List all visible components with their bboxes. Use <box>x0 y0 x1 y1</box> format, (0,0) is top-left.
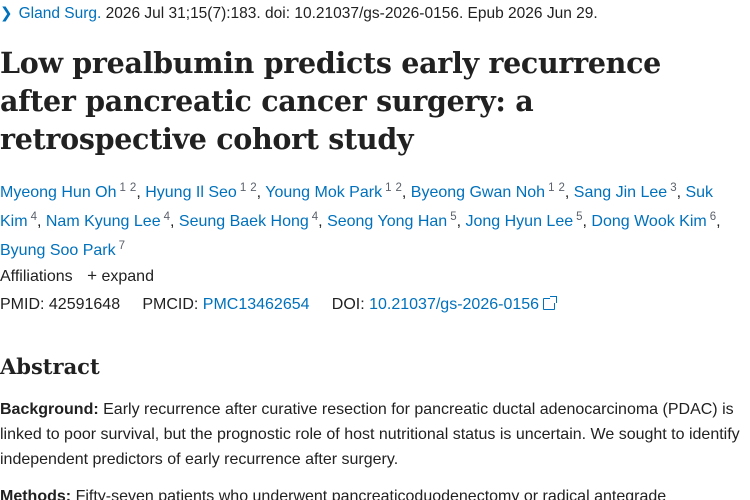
external-link-icon[interactable] <box>543 296 558 310</box>
affiliation-number[interactable]: 1 <box>119 182 126 194</box>
affiliation-number[interactable]: 2 <box>558 182 565 194</box>
author-link[interactable]: Myeong Hun Oh <box>0 184 117 201</box>
author-separator: , <box>564 184 574 201</box>
article-title: Low prealbumin predicts early recurrence… <box>0 46 661 156</box>
author-link[interactable]: Byeong Gwan Noh <box>410 184 546 201</box>
pmcid-label: PMCID: <box>142 296 199 313</box>
affiliation-number[interactable]: 2 <box>250 182 257 194</box>
background-label: Background: <box>0 401 99 418</box>
author-link[interactable]: Seung Baek Hong <box>178 213 309 230</box>
pmid-value: 42591648 <box>48 296 121 313</box>
affiliation-number[interactable]: 5 <box>576 211 583 223</box>
author-link[interactable]: Sang Jin Lee <box>573 184 668 201</box>
pmid-label: PMID: <box>0 296 45 313</box>
author-separator: , <box>318 213 328 230</box>
citation-line: ❯ Gland Surg. 2026 Jul 31;15(7):183. doi:… <box>0 4 598 23</box>
pmcid-link[interactable]: PMC13462654 <box>202 296 310 313</box>
author-link[interactable]: Hyung Il Seo <box>145 184 237 201</box>
author-list: Myeong Hun Oh 1 2, Hyung Il Seo 1 2, Young M… <box>0 176 748 263</box>
affiliation-number[interactable]: 1 <box>239 182 247 194</box>
background-text: Early recurrence after curative resectio… <box>0 401 740 468</box>
affiliation-number[interactable]: 6 <box>709 211 717 223</box>
doi-link[interactable]: 10.21037/gs-2026-0156 <box>369 296 540 313</box>
abstract-background: Background: Early recurrence after curat… <box>0 397 748 472</box>
doi-label: DOI: <box>331 296 365 313</box>
methods-text: Fifty-seven patients who underwent pancr… <box>75 488 667 500</box>
affiliation-number[interactable]: 1 <box>548 182 555 194</box>
affiliations-label: Affiliations <box>0 268 73 285</box>
author-link[interactable]: Jong Hyun Lee <box>465 213 574 230</box>
author-separator: , <box>456 213 466 230</box>
author-link[interactable]: Seong Yong Han <box>327 213 448 230</box>
affiliations-row: Affiliations + expand <box>0 266 154 286</box>
author-separator: , <box>170 213 179 230</box>
author-separator: , <box>256 184 266 201</box>
identifiers-row: PMID: 42591648 PMCID: PMC13462654 DOI: 1… <box>0 296 558 314</box>
methods-label: Methods: <box>0 488 72 500</box>
author-link[interactable]: Suk Kim <box>0 184 714 230</box>
affiliation-number[interactable]: 7 <box>118 240 126 252</box>
affiliation-superscript[interactable]: 6 <box>710 211 716 223</box>
affiliation-number[interactable]: 3 <box>670 182 677 194</box>
plus-icon[interactable]: + <box>87 266 98 285</box>
affiliation-number[interactable]: 1 <box>385 182 392 194</box>
author-separator: , <box>36 213 46 230</box>
abstract-methods: Methods: Fifty-seven patients who underw… <box>0 484 748 500</box>
author-separator: , <box>676 184 686 201</box>
affiliation-superscript[interactable]: 4 <box>312 211 318 223</box>
author-separator: , <box>582 213 592 230</box>
affiliation-superscript[interactable]: 5 <box>576 211 582 223</box>
affiliation-number[interactable]: 4 <box>163 211 170 223</box>
author-separator: , <box>401 184 411 201</box>
affiliation-superscript[interactable]: 5 <box>450 211 456 223</box>
affiliation-number[interactable]: 2 <box>395 182 402 194</box>
expand-affiliations-button[interactable]: expand <box>101 268 154 285</box>
affiliation-number[interactable]: 5 <box>450 211 457 223</box>
affiliation-number[interactable]: 4 <box>311 211 319 223</box>
author-separator: , <box>716 213 721 230</box>
affiliation-number[interactable]: 4 <box>30 211 37 223</box>
abstract-heading: Abstract <box>0 354 100 379</box>
affiliation-superscript[interactable]: 3 <box>670 182 676 194</box>
author-link[interactable]: Dong Wook Kim <box>591 213 707 230</box>
affiliation-superscript[interactable]: 7 <box>119 240 125 252</box>
affiliation-number[interactable]: 2 <box>129 182 137 194</box>
author-link[interactable]: Nam Kyung Lee <box>45 213 161 230</box>
citation-details: 2026 Jul 31;15(7):183. doi: 10.21037/gs-… <box>105 5 598 22</box>
author-link[interactable]: Byung Soo Park <box>0 242 116 259</box>
author-separator: , <box>136 184 146 201</box>
author-link[interactable]: Young Mok Park <box>265 184 383 201</box>
journal-link[interactable]: Gland Surg. <box>18 5 102 22</box>
affiliation-superscript[interactable]: 4 <box>31 211 37 223</box>
affiliation-superscript[interactable]: 4 <box>164 211 170 223</box>
chevron-right-icon[interactable]: ❯ <box>0 5 13 22</box>
